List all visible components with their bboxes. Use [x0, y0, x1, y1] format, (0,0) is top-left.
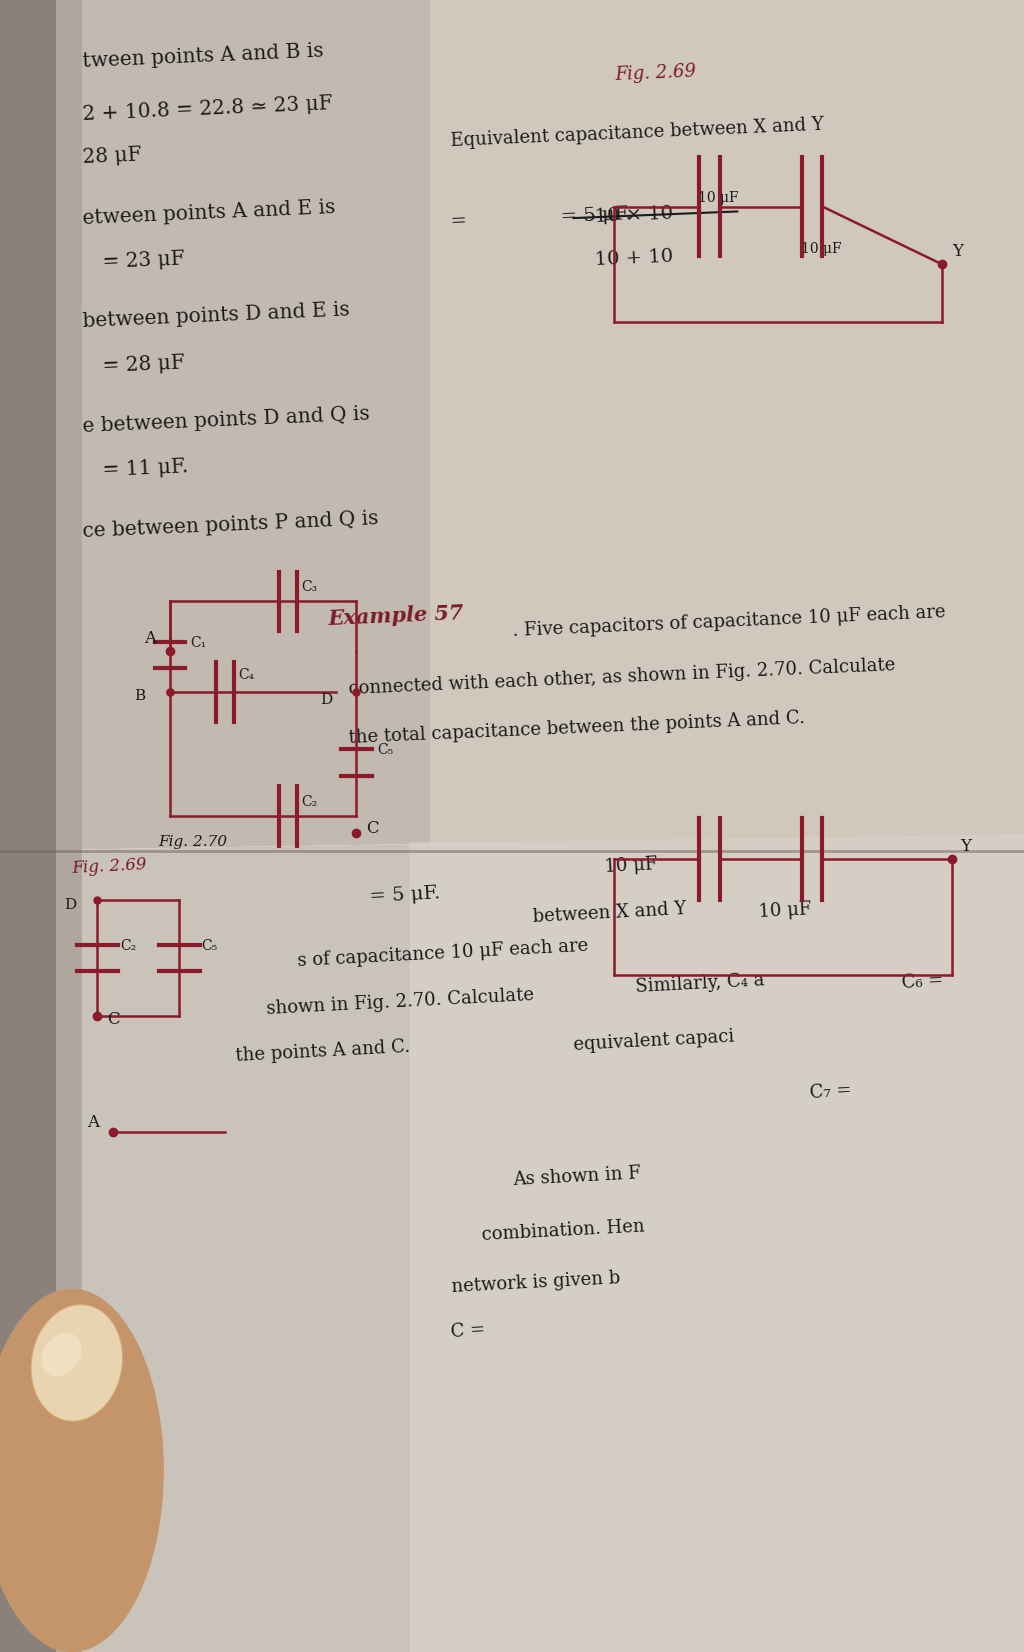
- Text: = 11 μF.: = 11 μF.: [102, 458, 188, 481]
- Text: 10 μF: 10 μF: [604, 856, 658, 877]
- Text: = 23 μF: = 23 μF: [102, 249, 185, 273]
- Text: C₆ =: C₆ =: [901, 971, 944, 991]
- Text: the points A and C.: the points A and C.: [236, 1037, 411, 1064]
- Text: between X and Y: between X and Y: [532, 900, 687, 927]
- Text: between points D and E is: between points D and E is: [82, 301, 350, 332]
- Text: A: A: [144, 629, 157, 646]
- Text: C₁: C₁: [190, 636, 207, 649]
- Bar: [0, 0, 56, 1652]
- Text: 10 × 10: 10 × 10: [594, 205, 673, 226]
- Text: C₅: C₅: [202, 938, 218, 953]
- Text: C₂: C₂: [301, 795, 317, 809]
- Text: Example 57: Example 57: [328, 603, 465, 629]
- Text: 10 μF: 10 μF: [801, 241, 842, 256]
- Text: C: C: [367, 819, 379, 836]
- Text: s of capacitance 10 μF each are: s of capacitance 10 μF each are: [297, 937, 589, 970]
- Text: the total capacitance between the points A and C.: the total capacitance between the points…: [348, 709, 805, 747]
- Text: Fig. 2.69: Fig. 2.69: [614, 63, 696, 84]
- Text: Equivalent capacitance between X and Y: Equivalent capacitance between X and Y: [451, 116, 824, 150]
- Ellipse shape: [41, 1333, 82, 1376]
- Text: ce between points P and Q is: ce between points P and Q is: [82, 509, 379, 540]
- Text: e between points D and Q is: e between points D and Q is: [82, 405, 370, 436]
- Polygon shape: [430, 0, 1024, 843]
- Text: C: C: [108, 1011, 120, 1028]
- Text: 2 + 10.8 = 22.8 ≃ 23 μF: 2 + 10.8 = 22.8 ≃ 23 μF: [82, 94, 333, 124]
- Text: =               = 5 μF.: = = 5 μF.: [451, 205, 632, 231]
- Polygon shape: [0, 0, 1024, 851]
- Text: Fig. 2.70: Fig. 2.70: [159, 834, 228, 849]
- Text: = 5 μF.: = 5 μF.: [369, 884, 440, 905]
- Text: 10 + 10: 10 + 10: [594, 248, 673, 269]
- Text: connected with each other, as shown in Fig. 2.70. Calculate: connected with each other, as shown in F…: [348, 656, 896, 697]
- Text: A: A: [87, 1113, 99, 1130]
- Text: D: D: [321, 692, 333, 707]
- Text: C₃: C₃: [301, 580, 317, 595]
- Text: C₇ =: C₇ =: [809, 1082, 852, 1102]
- Text: Y: Y: [961, 838, 972, 854]
- Text: Y: Y: [952, 243, 964, 259]
- Text: combination. Hen: combination. Hen: [481, 1218, 645, 1244]
- Text: equivalent capaci: equivalent capaci: [573, 1028, 735, 1054]
- Text: 10 μF: 10 μF: [698, 190, 739, 205]
- Text: C =: C =: [451, 1322, 486, 1341]
- Text: 28 μF: 28 μF: [82, 145, 141, 167]
- Text: shown in Fig. 2.70. Calculate: shown in Fig. 2.70. Calculate: [266, 986, 535, 1018]
- Text: As shown in F: As shown in F: [512, 1165, 641, 1189]
- Text: network is given b: network is given b: [451, 1269, 621, 1295]
- Text: 10 μF: 10 μF: [758, 900, 812, 922]
- Ellipse shape: [31, 1305, 123, 1421]
- Ellipse shape: [0, 1289, 164, 1652]
- Text: etween points A and E is: etween points A and E is: [82, 198, 336, 228]
- Bar: [56, 0, 82, 1652]
- Polygon shape: [410, 834, 1024, 1652]
- Text: Fig. 2.69: Fig. 2.69: [72, 856, 147, 877]
- Text: C₂: C₂: [120, 938, 136, 953]
- Text: Similarly, C₄ a: Similarly, C₄ a: [635, 971, 765, 996]
- Text: C₄: C₄: [239, 667, 255, 682]
- Text: D: D: [65, 897, 77, 912]
- Text: . Five capacitors of capacitance 10 μF each are: . Five capacitors of capacitance 10 μF e…: [512, 603, 946, 639]
- Polygon shape: [0, 834, 1024, 1652]
- Text: C₅: C₅: [377, 743, 393, 757]
- Text: tween points A and B is: tween points A and B is: [82, 41, 324, 71]
- Text: = 28 μF: = 28 μF: [102, 354, 185, 377]
- Text: B: B: [134, 689, 145, 704]
